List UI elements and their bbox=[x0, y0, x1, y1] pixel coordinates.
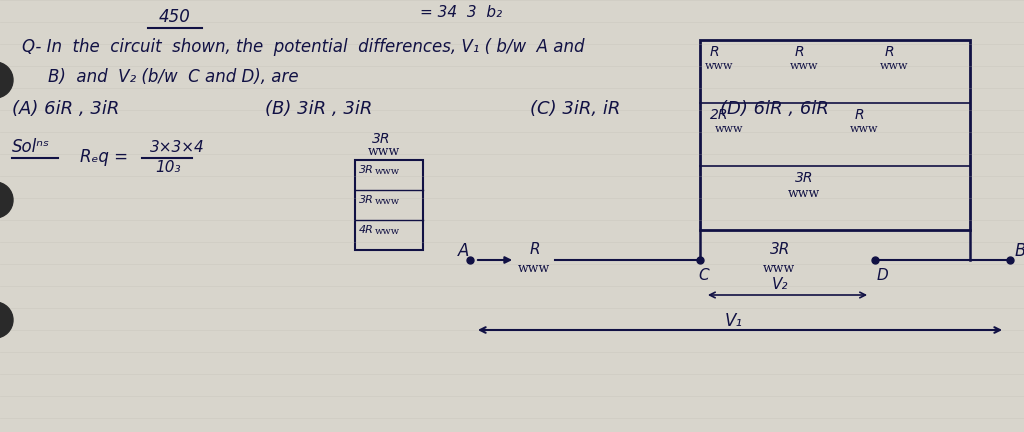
Text: = 34  3  b₂: = 34 3 b₂ bbox=[420, 5, 502, 20]
Text: 3R: 3R bbox=[359, 195, 374, 205]
Circle shape bbox=[0, 302, 13, 338]
Text: R: R bbox=[710, 45, 720, 59]
Text: B)  and  V₂ (b/w  C and D), are: B) and V₂ (b/w C and D), are bbox=[48, 68, 299, 86]
Text: A: A bbox=[458, 242, 469, 260]
Text: (C) 3iR, iR: (C) 3iR, iR bbox=[530, 100, 621, 118]
Text: www: www bbox=[880, 61, 908, 71]
Text: 3×3×4: 3×3×4 bbox=[150, 140, 205, 155]
Text: 450: 450 bbox=[159, 8, 190, 26]
Text: 3R: 3R bbox=[795, 171, 813, 185]
Text: C: C bbox=[698, 268, 709, 283]
Text: www: www bbox=[705, 61, 733, 71]
Text: Q- In  the  circuit  shown, the  potential  differences, V₁ ( b/w  A and: Q- In the circuit shown, the potential d… bbox=[22, 38, 585, 56]
Text: 3R: 3R bbox=[770, 242, 791, 257]
Text: R: R bbox=[885, 45, 895, 59]
Text: R: R bbox=[795, 45, 805, 59]
Text: www: www bbox=[715, 124, 743, 134]
Text: www: www bbox=[790, 61, 818, 71]
Text: 4R: 4R bbox=[359, 225, 374, 235]
Text: Solⁿˢ: Solⁿˢ bbox=[12, 138, 50, 156]
Text: D: D bbox=[877, 268, 889, 283]
Text: www: www bbox=[375, 167, 400, 176]
Text: R: R bbox=[530, 242, 541, 257]
Circle shape bbox=[0, 62, 13, 98]
Text: (D) 6iR , 6iR: (D) 6iR , 6iR bbox=[720, 100, 828, 118]
Text: V₁: V₁ bbox=[725, 312, 743, 330]
Text: www: www bbox=[788, 187, 820, 200]
Text: (B) 3iR , 3iR: (B) 3iR , 3iR bbox=[265, 100, 373, 118]
Text: B: B bbox=[1015, 242, 1024, 260]
Bar bbox=[355, 160, 423, 250]
Text: 3R: 3R bbox=[372, 132, 390, 146]
Text: (A) 6iR , 3iR: (A) 6iR , 3iR bbox=[12, 100, 120, 118]
Text: V₂: V₂ bbox=[772, 277, 788, 292]
Text: www: www bbox=[763, 262, 796, 275]
Text: 3R: 3R bbox=[359, 165, 374, 175]
Circle shape bbox=[0, 182, 13, 218]
Text: www: www bbox=[375, 227, 400, 236]
Text: Rₑq =: Rₑq = bbox=[80, 148, 128, 166]
Bar bbox=[700, 40, 970, 230]
Text: 2R: 2R bbox=[710, 108, 728, 122]
Text: www: www bbox=[375, 197, 400, 206]
Text: www: www bbox=[518, 262, 550, 275]
Text: www: www bbox=[368, 145, 400, 158]
Text: www: www bbox=[850, 124, 879, 134]
Text: R: R bbox=[855, 108, 864, 122]
Text: 10₃: 10₃ bbox=[155, 160, 180, 175]
